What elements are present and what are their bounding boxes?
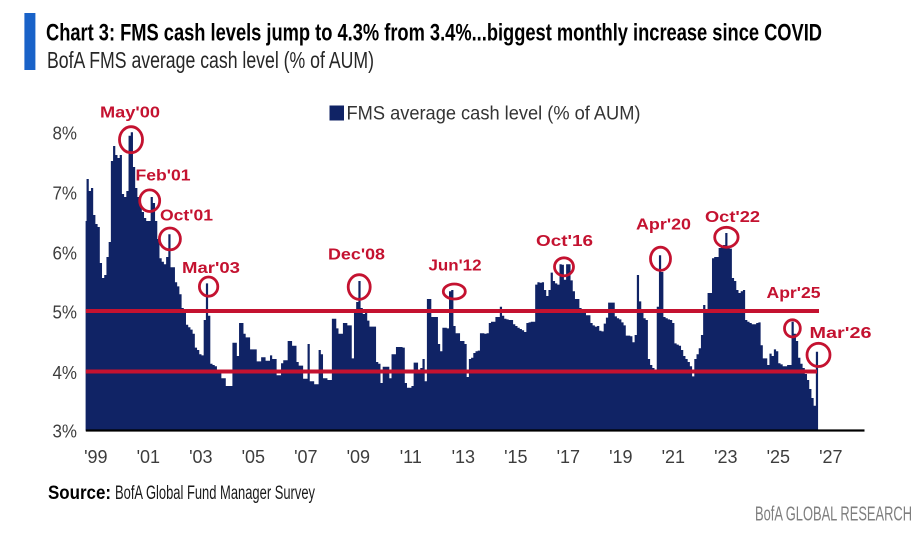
svg-text:4%: 4% <box>53 363 78 383</box>
svg-text:'19: '19 <box>609 447 632 467</box>
svg-text:5%: 5% <box>53 302 78 322</box>
svg-text:3%: 3% <box>53 421 78 441</box>
svg-text:Apr'25: Apr'25 <box>767 285 821 302</box>
svg-text:'09: '09 <box>347 447 370 467</box>
svg-text:Oct'01: Oct'01 <box>160 208 213 225</box>
svg-text:Dec'08: Dec'08 <box>328 247 385 264</box>
svg-text:'27: '27 <box>819 447 842 467</box>
svg-text:'25: '25 <box>767 447 790 467</box>
svg-text:8%: 8% <box>53 123 78 143</box>
svg-text:'17: '17 <box>557 447 580 467</box>
svg-text:Feb'01: Feb'01 <box>136 168 191 185</box>
svg-text:Chart 3: FMS cash levels jump: Chart 3: FMS cash levels jump to 4.3% fr… <box>46 20 822 47</box>
svg-text:Oct'22: Oct'22 <box>705 209 760 226</box>
svg-text:Apr'20: Apr'20 <box>636 217 691 234</box>
svg-text:'11: '11 <box>400 447 422 467</box>
svg-text:May'00: May'00 <box>100 104 160 121</box>
svg-text:'01: '01 <box>137 447 160 467</box>
svg-text:6%: 6% <box>53 243 78 263</box>
svg-text:'23: '23 <box>714 447 737 467</box>
svg-text:'03: '03 <box>189 447 212 467</box>
svg-text:Jun'12: Jun'12 <box>429 258 482 275</box>
svg-text:7%: 7% <box>53 183 78 203</box>
svg-text:Mar'03: Mar'03 <box>182 260 240 277</box>
svg-text:'15: '15 <box>504 447 527 467</box>
svg-text:BofA FMS average cash level (%: BofA FMS average cash level (% of AUM) <box>47 47 374 73</box>
svg-text:'13: '13 <box>452 447 475 467</box>
svg-text:BofA GLOBAL RESEARCH: BofA GLOBAL RESEARCH <box>755 504 912 526</box>
svg-text:FMS average cash level (% of A: FMS average cash level (% of AUM) <box>347 103 641 125</box>
svg-text:Source:: Source: <box>48 483 111 504</box>
svg-text:'05: '05 <box>242 447 265 467</box>
svg-text:BofA Global Fund Manager Surve: BofA Global Fund Manager Survey <box>115 483 315 504</box>
svg-text:'99: '99 <box>84 447 107 467</box>
svg-text:'07: '07 <box>294 447 317 467</box>
svg-text:Oct'16: Oct'16 <box>536 233 593 250</box>
svg-text:Mar'26: Mar'26 <box>810 325 872 342</box>
svg-text:'21: '21 <box>662 447 685 467</box>
